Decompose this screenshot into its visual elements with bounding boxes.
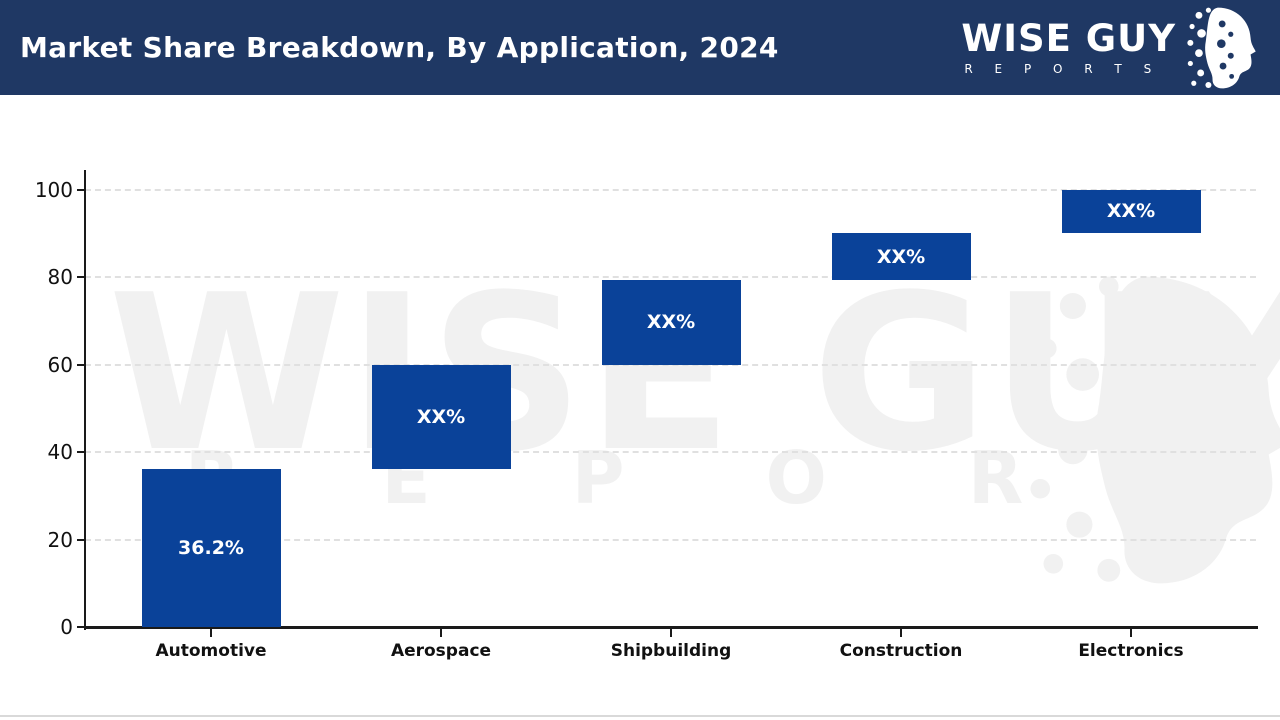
x-tick-electronics — [1130, 629, 1132, 637]
y-axis-spine — [84, 170, 86, 630]
watermark-reports: R E P O R T S — [185, 436, 1280, 520]
gridline-60 — [85, 363, 1256, 366]
bar-aerospace: XX% — [371, 364, 511, 469]
x-axis-label-construction: Construction — [839, 641, 963, 661]
x-axis-label-automotive: Automotive — [155, 641, 267, 661]
x-axis-spine — [84, 626, 1258, 629]
x-tick-automotive — [210, 629, 212, 637]
y-tick-label-20: 20 — [47, 527, 73, 552]
y-tick-label-40: 40 — [47, 440, 73, 464]
gridline-20 — [85, 538, 1256, 541]
bottom-rule — [0, 715, 1280, 717]
y-tick-80 — [77, 276, 85, 278]
gridline-100 — [85, 188, 1256, 191]
bar-value-label: XX% — [876, 245, 926, 268]
y-tick-label-100: 100 — [34, 177, 73, 202]
watermark-face-icon — [1028, 276, 1280, 584]
x-axis-label-shipbuilding: Shipbuilding — [610, 641, 732, 661]
page-title: Market Share Breakdown, By Application, … — [20, 31, 779, 64]
y-tick-60 — [77, 363, 85, 366]
logo-text: WISE GUY R E P O R T S — [961, 20, 1176, 76]
logo-subtitle: R E P O R T S — [964, 61, 1161, 76]
header-bar: Market Share Breakdown, By Application, … — [0, 0, 1280, 95]
x-tick-construction — [900, 629, 902, 637]
y-tick-40 — [77, 451, 85, 453]
y-tick-label-60: 60 — [47, 352, 73, 377]
x-axis-label-aerospace: Aerospace — [390, 641, 492, 661]
y-tick-label-0: 0 — [60, 615, 73, 639]
x-tick-shipbuilding — [670, 629, 672, 637]
bar-value-label: 36.2% — [178, 536, 244, 559]
bar-value-label: XX% — [416, 405, 466, 428]
logo-wordmark: WISE GUY — [961, 16, 1176, 60]
wise-guy-logo: WISE GUY R E P O R T S — [961, 5, 1256, 91]
y-tick-0 — [77, 626, 85, 628]
bar-value-label: XX% — [1106, 200, 1156, 223]
bar-automotive: 36.2% — [141, 468, 281, 627]
bar-construction: XX% — [831, 233, 971, 281]
y-tick-label-80: 80 — [47, 265, 73, 289]
bar-electronics: XX% — [1061, 189, 1201, 234]
x-axis-label-electronics: Electronics — [1078, 641, 1184, 661]
bar-shipbuilding: XX% — [601, 280, 741, 365]
x-tick-aerospace — [440, 629, 442, 637]
y-tick-100 — [77, 188, 85, 191]
gridline-80 — [85, 276, 1256, 278]
gridline-40 — [85, 451, 1256, 453]
bar-value-label: XX% — [646, 311, 696, 334]
y-tick-20 — [77, 538, 85, 541]
logo-face-icon — [1187, 7, 1256, 88]
